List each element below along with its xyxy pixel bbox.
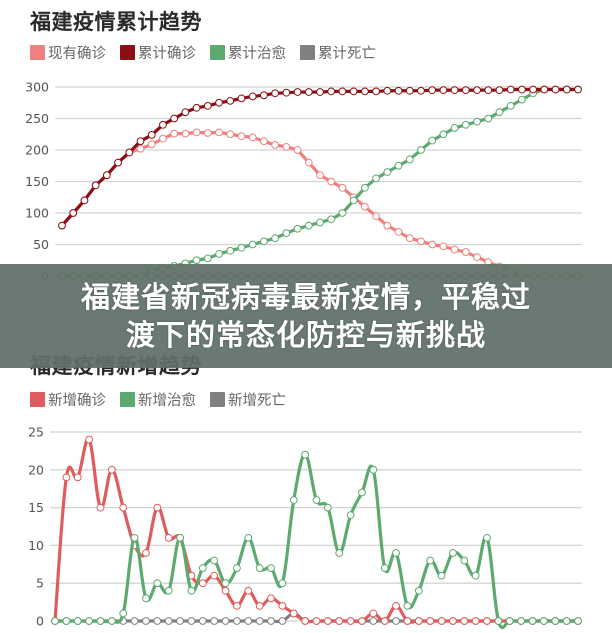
legend-swatch-icon bbox=[30, 392, 45, 407]
legend-swatch-icon bbox=[120, 392, 135, 407]
legend-swatch-icon bbox=[210, 45, 225, 60]
headline-line-1: 福建省新冠病毒最新疫情，平稳过 bbox=[80, 280, 531, 314]
legend-current-confirmed[interactable]: 现有确诊 bbox=[30, 42, 106, 63]
svg-text:5: 5 bbox=[36, 576, 44, 591]
legend-new-recovered[interactable]: 新增治愈 bbox=[120, 389, 196, 410]
legend-label: 累计死亡 bbox=[318, 46, 376, 62]
svg-text:300: 300 bbox=[25, 80, 49, 95]
legend-swatch-icon bbox=[210, 392, 225, 407]
headline-banner: 福建省新冠病毒最新疫情，平稳过 渡下的常态化防控与新挑战 bbox=[0, 264, 612, 368]
legend-new-deaths[interactable]: 新增死亡 bbox=[210, 389, 286, 410]
legend-label: 新增确诊 bbox=[48, 393, 106, 409]
svg-text:20: 20 bbox=[28, 462, 44, 477]
legend-swatch-icon bbox=[30, 45, 45, 60]
svg-text:200: 200 bbox=[25, 143, 49, 158]
svg-text:15: 15 bbox=[28, 500, 44, 515]
legend-label: 累计确诊 bbox=[138, 46, 196, 62]
daily-new-chart-legend: 新增确诊 新增治愈 新增死亡 bbox=[30, 389, 286, 410]
legend-label: 新增治愈 bbox=[138, 393, 196, 409]
legend-label: 现有确诊 bbox=[48, 46, 106, 62]
svg-text:50: 50 bbox=[33, 237, 49, 252]
legend-cumulative-confirmed[interactable]: 累计确诊 bbox=[120, 42, 196, 63]
svg-text:10: 10 bbox=[28, 538, 44, 553]
headline-line-2: 渡下的常态化防控与新挑战 bbox=[125, 318, 486, 352]
svg-text:150: 150 bbox=[25, 174, 49, 189]
cumulative-chart-legend: 现有确诊 累计确诊 累计治愈 累计死亡 bbox=[30, 42, 376, 63]
svg-text:0: 0 bbox=[36, 614, 44, 629]
legend-cumulative-deaths[interactable]: 累计死亡 bbox=[300, 42, 376, 63]
cumulative-chart-title: 福建疫情累计趋势 bbox=[30, 10, 202, 34]
legend-swatch-icon bbox=[120, 45, 135, 60]
legend-label: 累计治愈 bbox=[228, 46, 286, 62]
svg-text:100: 100 bbox=[25, 206, 49, 221]
legend-swatch-icon bbox=[300, 45, 315, 60]
legend-new-confirmed[interactable]: 新增确诊 bbox=[30, 389, 106, 410]
legend-label: 新增死亡 bbox=[228, 393, 286, 409]
legend-cumulative-recovered[interactable]: 累计治愈 bbox=[210, 42, 286, 63]
svg-text:250: 250 bbox=[25, 111, 49, 126]
svg-text:25: 25 bbox=[28, 425, 44, 440]
